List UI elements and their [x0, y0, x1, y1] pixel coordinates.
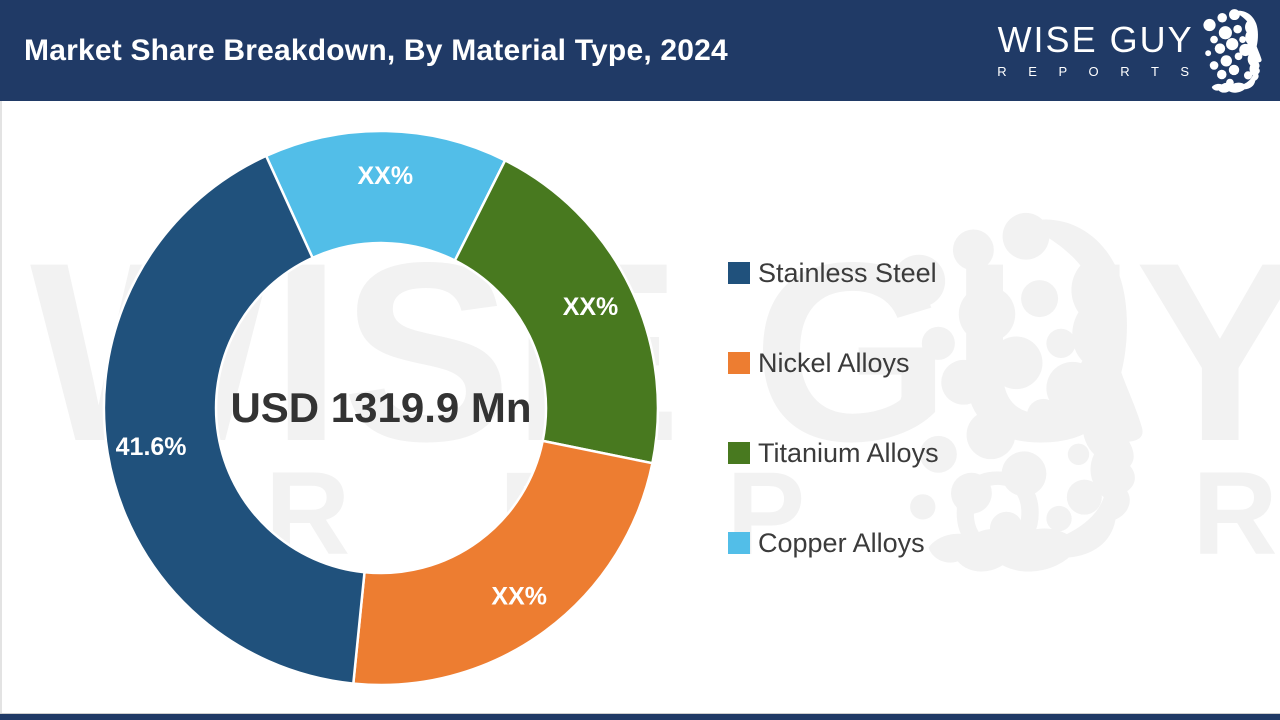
legend-swatch-titanium-alloys	[728, 442, 750, 464]
legend-swatch-nickel-alloys	[728, 352, 750, 374]
donut-segment-nickel-alloys	[352, 439, 654, 687]
content-left-border	[0, 101, 2, 713]
page-title: Market Share Breakdown, By Material Type…	[24, 33, 728, 67]
legend-item-nickel-alloys: Nickel Alloys	[728, 347, 939, 378]
legend-swatch-stainless-steel	[728, 262, 750, 284]
legend-item-titanium-alloys: Titanium Alloys	[728, 437, 939, 468]
chart-center-value: USD 1319.9 Mn	[230, 384, 532, 431]
legend-item-stainless-steel: Stainless Steel	[728, 257, 939, 288]
header-bar: Market Share Breakdown, By Material Type…	[0, 0, 1280, 101]
logo-name: WISE GUY	[997, 19, 1194, 60]
donut-segment-stainless-steel	[102, 154, 366, 685]
segment-value-label-titanium-alloys: XX%	[563, 293, 619, 321]
chart-legend: Stainless Steel Nickel Alloys Titanium A…	[728, 257, 939, 558]
segment-value-label-nickel-alloys: XX%	[491, 583, 547, 611]
watermark-head-icon	[892, 212, 1143, 572]
legend-label: Copper Alloys	[758, 527, 925, 558]
wise-guy-logo: WISE GUY R E P O R T S	[993, 7, 1268, 95]
legend-label: Stainless Steel	[758, 257, 937, 288]
footer-bar	[0, 713, 1280, 720]
logo-subtitle: R E P O R T S	[997, 64, 1198, 79]
segment-value-label-copper-alloys: XX%	[358, 162, 414, 190]
legend-label: Titanium Alloys	[758, 437, 939, 468]
logo-head-icon	[1203, 8, 1262, 93]
legend-swatch-copper-alloys	[728, 532, 750, 554]
donut-segment-titanium-alloys	[453, 159, 660, 465]
legend-item-copper-alloys: Copper Alloys	[728, 527, 939, 558]
segment-value-label-stainless-steel: 41.6%	[116, 433, 187, 461]
legend-label: Nickel Alloys	[758, 347, 910, 378]
